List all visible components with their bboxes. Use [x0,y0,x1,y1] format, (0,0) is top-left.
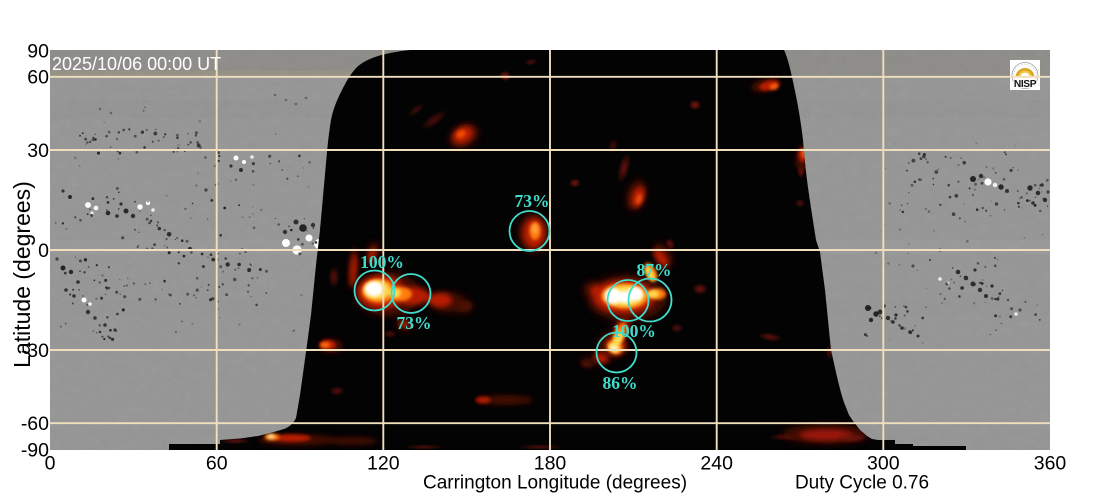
svg-text:90: 90 [27,40,49,62]
svg-text:87%: 87% [637,260,672,280]
svg-text:100%: 100% [360,252,404,272]
svg-text:60: 60 [27,67,49,89]
svg-text:73%: 73% [515,191,550,211]
svg-text:0: 0 [38,240,49,262]
svg-text:120: 120 [367,453,400,475]
svg-text:73%: 73% [397,313,432,333]
svg-text:2025/10/06 00:00 UT: 2025/10/06 00:00 UT [52,54,221,74]
svg-text:360: 360 [1034,453,1067,475]
svg-text:86%: 86% [603,373,638,393]
svg-text:30: 30 [27,140,49,162]
svg-text:-90: -90 [21,439,49,461]
svg-text:60: 60 [206,453,228,475]
svg-text:0: 0 [45,453,56,475]
svg-text:Latitude (degrees): Latitude (degrees) [9,181,35,368]
svg-text:180: 180 [534,453,567,475]
svg-text:NISP: NISP [1014,79,1037,90]
svg-text:-60: -60 [21,413,49,435]
svg-text:Duty Cycle 0.76: Duty Cycle 0.76 [795,473,929,494]
svg-text:240: 240 [700,453,733,475]
svg-text:300: 300 [867,453,900,475]
svg-text:-30: -30 [21,340,49,362]
svg-text:100%: 100% [612,321,656,341]
svg-text:Carrington Longitude (degrees): Carrington Longitude (degrees) [423,473,687,494]
